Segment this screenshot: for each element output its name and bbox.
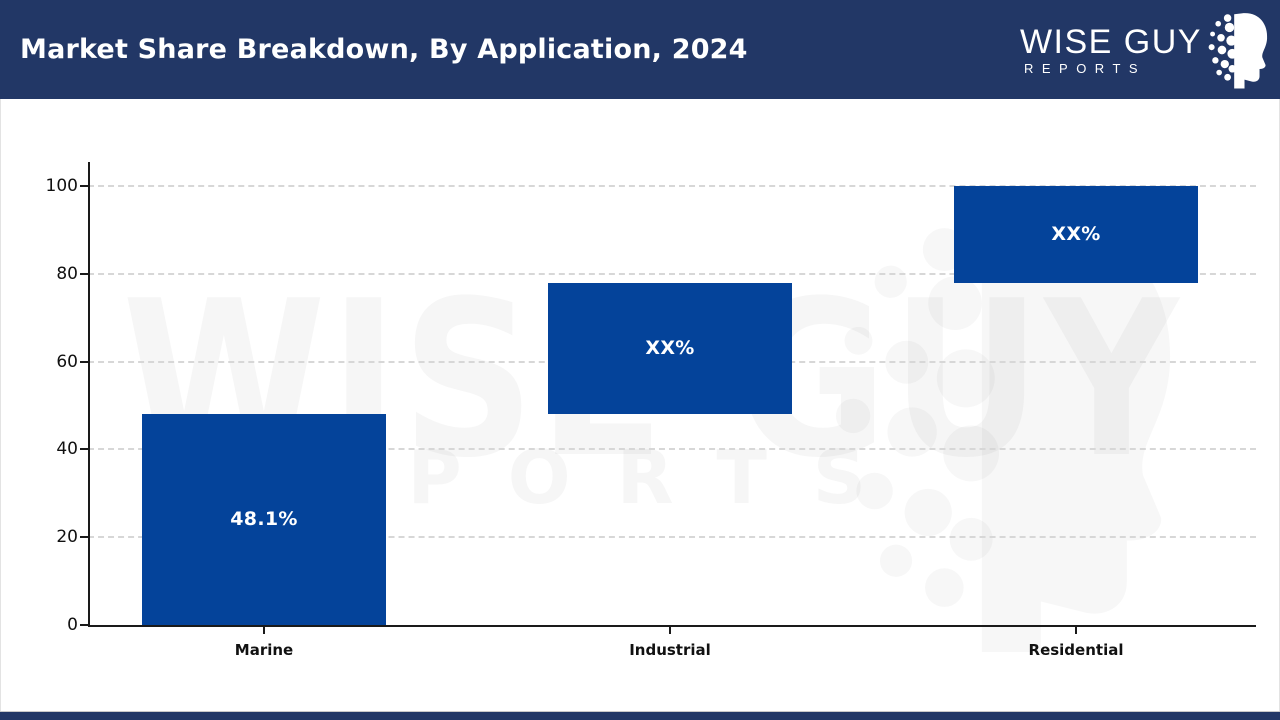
y-tick-label-60: 60 [56,351,78,372]
bar-industrial: XX% [548,282,792,414]
x-axis [88,625,1256,627]
y-tick-label-20: 20 [56,527,78,548]
y-tickmark-80 [80,272,88,275]
brand-wordmark: WISE GUY REPORTS [1020,24,1202,76]
gridline-100 [88,185,1256,187]
category-label-residential: Residential [1028,641,1124,659]
brand-logo: WISE GUY REPORTS [1020,7,1268,93]
y-tick-label-80: 80 [56,263,78,284]
bar-marine: 48.1% [142,413,386,625]
bar-value-label-marine: 48.1% [230,508,298,531]
footer-bar [0,712,1280,720]
brand-name: WISE GUY [1019,23,1202,61]
page-title: Market Share Breakdown, By Application, … [20,34,748,65]
gridline-20 [88,536,1256,539]
x-tickmark-marine [263,627,265,634]
bar-value-label-industrial: XX% [645,337,695,360]
y-tick-label-100: 100 [45,176,78,196]
x-tickmark-residential [1075,627,1077,634]
gridline-80 [88,272,1256,275]
brand-subtitle: REPORTS [1023,61,1147,76]
category-label-industrial: Industrial [629,641,711,659]
bar-value-label-residential: XX% [1051,223,1101,246]
footer-hairline [0,711,1280,712]
category-label-marine: Marine [234,641,294,659]
y-tickmark-40 [80,448,88,451]
y-tick-label-0: 0 [67,615,78,635]
y-tickmark-60 [80,360,88,363]
y-tickmark-100 [80,185,88,187]
y-tickmark-0 [80,624,88,626]
x-tickmark-industrial [669,627,671,634]
y-tick-label-40: 40 [56,439,78,460]
y-tickmark-20 [80,536,88,539]
page-left-border [0,99,1,711]
bar-residential: XX% [954,186,1198,283]
gridline-40 [88,448,1256,451]
brand-face-icon [1208,13,1268,89]
header: Market Share Breakdown, By Application, … [0,0,1280,99]
y-axis [88,162,90,627]
